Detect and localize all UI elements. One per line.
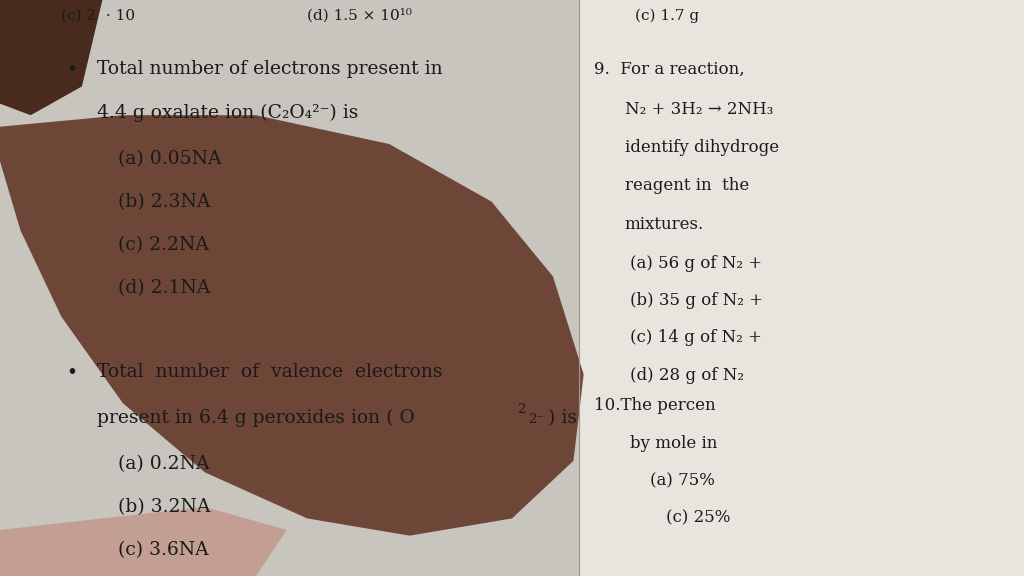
Text: 2⁻: 2⁻ bbox=[528, 413, 544, 426]
Text: (a) 0.05NA: (a) 0.05NA bbox=[118, 150, 221, 168]
Text: ) is: ) is bbox=[548, 409, 577, 427]
Text: Total number of electrons present in: Total number of electrons present in bbox=[97, 60, 443, 78]
Text: reagent in  the: reagent in the bbox=[625, 177, 749, 195]
Text: present in 6.4 g peroxides ion ( O: present in 6.4 g peroxides ion ( O bbox=[97, 409, 415, 427]
Text: identify dihydroge: identify dihydroge bbox=[625, 139, 779, 157]
Text: (c) 1.7 g: (c) 1.7 g bbox=[635, 9, 699, 23]
Text: (c) 2  · 10: (c) 2 · 10 bbox=[61, 9, 135, 22]
Text: 2: 2 bbox=[517, 403, 525, 416]
Bar bbox=[579, 0, 1024, 576]
Text: (b) 35 g of N₂ +: (b) 35 g of N₂ + bbox=[630, 292, 763, 309]
Text: (b) 3.2NA: (b) 3.2NA bbox=[118, 498, 210, 516]
Text: (c) 3.6NA: (c) 3.6NA bbox=[118, 541, 209, 559]
Text: 9.  For a reaction,: 9. For a reaction, bbox=[594, 60, 744, 78]
Text: N₂ + 3H₂ → 2NH₃: N₂ + 3H₂ → 2NH₃ bbox=[625, 101, 773, 118]
Polygon shape bbox=[0, 0, 102, 115]
Text: 10.The percen: 10.The percen bbox=[594, 397, 716, 415]
Text: Total  number  of  valence  electrons: Total number of valence electrons bbox=[97, 363, 442, 381]
Text: (d) 1.5 × 10¹⁰: (d) 1.5 × 10¹⁰ bbox=[307, 9, 412, 23]
Text: •: • bbox=[67, 363, 78, 382]
Polygon shape bbox=[0, 507, 287, 576]
Text: (c) 25%: (c) 25% bbox=[666, 510, 730, 527]
Text: (b) 2.3NA: (b) 2.3NA bbox=[118, 193, 210, 211]
Text: (a) 56 g of N₂ +: (a) 56 g of N₂ + bbox=[630, 255, 762, 272]
Polygon shape bbox=[0, 115, 584, 536]
Text: 4.4 g oxalate ion (C₂O₄²⁻) is: 4.4 g oxalate ion (C₂O₄²⁻) is bbox=[97, 104, 358, 122]
Text: (a) 0.2NA: (a) 0.2NA bbox=[118, 455, 209, 473]
Text: by mole in: by mole in bbox=[630, 435, 717, 452]
Text: •: • bbox=[67, 60, 78, 79]
Text: (d) 28 g of N₂: (d) 28 g of N₂ bbox=[630, 367, 743, 384]
Text: (a) 75%: (a) 75% bbox=[650, 472, 715, 490]
Text: mixtures.: mixtures. bbox=[625, 216, 703, 233]
Text: (c) 14 g of N₂ +: (c) 14 g of N₂ + bbox=[630, 329, 762, 347]
Text: (c) 2.2NA: (c) 2.2NA bbox=[118, 236, 209, 254]
Text: (d) 2.1NA: (d) 2.1NA bbox=[118, 279, 210, 297]
